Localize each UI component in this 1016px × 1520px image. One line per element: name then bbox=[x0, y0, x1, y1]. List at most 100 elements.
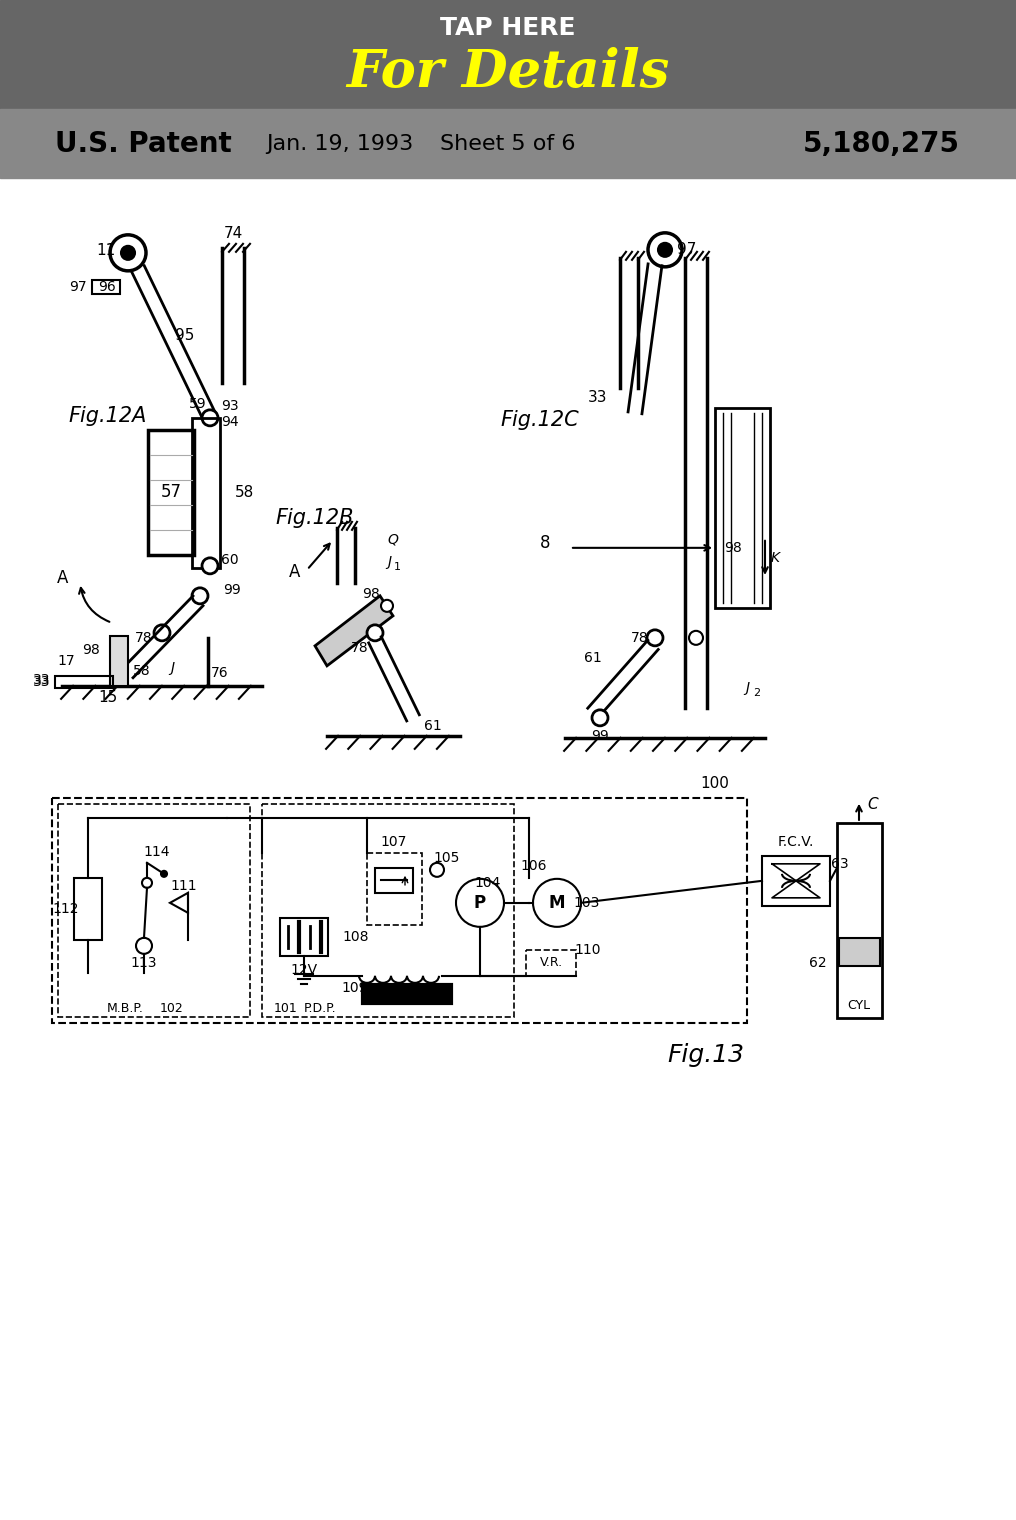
Text: 8: 8 bbox=[539, 534, 550, 552]
Text: M.B.P.: M.B.P. bbox=[107, 1002, 144, 1015]
Text: 99: 99 bbox=[224, 582, 241, 597]
Text: For Details: For Details bbox=[346, 47, 670, 97]
Circle shape bbox=[592, 710, 608, 727]
Text: 98: 98 bbox=[724, 541, 742, 555]
Text: 78: 78 bbox=[352, 641, 369, 655]
Text: 57: 57 bbox=[161, 483, 182, 502]
Circle shape bbox=[367, 625, 383, 641]
Bar bbox=[192, 418, 220, 568]
Circle shape bbox=[136, 938, 152, 955]
Text: P: P bbox=[473, 894, 486, 912]
Text: 100: 100 bbox=[700, 777, 729, 792]
Text: V.R.: V.R. bbox=[539, 956, 563, 970]
Text: 61: 61 bbox=[584, 651, 601, 664]
Bar bbox=[110, 635, 128, 686]
Circle shape bbox=[533, 879, 581, 927]
Bar bbox=[55, 676, 113, 689]
Bar bbox=[0, 109, 1016, 178]
Text: 76: 76 bbox=[211, 666, 229, 679]
Text: 1: 1 bbox=[393, 562, 400, 572]
Text: Fig.12A: Fig.12A bbox=[68, 406, 146, 426]
Bar bbox=[715, 407, 770, 608]
Bar bbox=[52, 798, 747, 1023]
Text: 17: 17 bbox=[57, 654, 75, 667]
Text: 60: 60 bbox=[221, 553, 239, 567]
Text: 101: 101 bbox=[274, 1002, 298, 1015]
Text: M: M bbox=[549, 894, 565, 912]
Circle shape bbox=[689, 631, 703, 644]
Circle shape bbox=[658, 243, 672, 257]
Text: 111: 111 bbox=[171, 879, 197, 892]
Bar bbox=[262, 804, 514, 1017]
Text: 5,180,275: 5,180,275 bbox=[803, 129, 960, 158]
Circle shape bbox=[110, 234, 146, 271]
Text: Q: Q bbox=[387, 534, 398, 547]
Text: 93: 93 bbox=[221, 398, 239, 413]
Text: 97: 97 bbox=[69, 280, 87, 293]
Text: 99: 99 bbox=[591, 728, 609, 743]
Text: 58: 58 bbox=[235, 485, 254, 500]
Circle shape bbox=[456, 879, 504, 927]
Circle shape bbox=[430, 863, 444, 877]
Circle shape bbox=[142, 879, 152, 888]
Bar bbox=[74, 879, 102, 939]
Text: K: K bbox=[770, 550, 779, 565]
Text: Fig.12B: Fig.12B bbox=[275, 508, 354, 527]
Text: 61: 61 bbox=[424, 719, 442, 733]
Text: 78: 78 bbox=[631, 631, 649, 644]
Text: 58: 58 bbox=[133, 664, 150, 678]
Text: 78: 78 bbox=[135, 631, 152, 644]
Text: 109: 109 bbox=[341, 980, 368, 994]
Bar bbox=[367, 853, 422, 924]
Polygon shape bbox=[315, 596, 393, 666]
Bar bbox=[280, 918, 328, 956]
Text: 113: 113 bbox=[131, 956, 157, 970]
Text: 11: 11 bbox=[97, 243, 116, 258]
Text: 104: 104 bbox=[474, 876, 501, 889]
Bar bbox=[92, 280, 120, 293]
Bar bbox=[0, 0, 1016, 109]
Text: J: J bbox=[170, 661, 174, 675]
Text: U.S. Patent: U.S. Patent bbox=[55, 129, 232, 158]
Circle shape bbox=[381, 600, 393, 613]
Bar bbox=[526, 950, 576, 976]
Text: Sheet 5 of 6: Sheet 5 of 6 bbox=[440, 134, 576, 154]
Text: 98: 98 bbox=[362, 587, 380, 600]
Text: 108: 108 bbox=[342, 930, 369, 944]
Text: 105: 105 bbox=[434, 851, 460, 865]
Text: P.D.P.: P.D.P. bbox=[304, 1002, 336, 1015]
Text: 103: 103 bbox=[574, 895, 600, 910]
Text: Jan. 19, 1993: Jan. 19, 1993 bbox=[266, 134, 414, 154]
Text: J: J bbox=[745, 681, 749, 695]
Text: 114: 114 bbox=[143, 845, 171, 859]
Circle shape bbox=[161, 871, 167, 877]
Text: 98: 98 bbox=[82, 643, 100, 657]
Text: 95: 95 bbox=[175, 328, 194, 344]
Bar bbox=[762, 856, 830, 906]
Text: 74: 74 bbox=[224, 226, 243, 242]
Text: 33: 33 bbox=[587, 391, 607, 406]
Text: A: A bbox=[290, 562, 301, 581]
Text: Fig.12C: Fig.12C bbox=[500, 410, 579, 430]
Text: F.C.V.: F.C.V. bbox=[778, 834, 814, 848]
Text: 94: 94 bbox=[221, 415, 239, 429]
Text: 102: 102 bbox=[161, 1002, 184, 1015]
Text: 12V: 12V bbox=[291, 962, 318, 977]
Text: CYL: CYL bbox=[847, 999, 871, 1012]
Text: C: C bbox=[868, 798, 878, 812]
Text: J: J bbox=[387, 555, 391, 568]
Text: 110: 110 bbox=[575, 942, 601, 958]
Text: A: A bbox=[57, 568, 68, 587]
Bar bbox=[58, 804, 250, 1017]
Text: TAP HERE: TAP HERE bbox=[440, 17, 576, 40]
Text: 2: 2 bbox=[753, 689, 760, 698]
Text: 33: 33 bbox=[34, 675, 51, 689]
Text: Fig.13: Fig.13 bbox=[666, 1043, 744, 1067]
Text: 59: 59 bbox=[189, 397, 207, 410]
Text: 97: 97 bbox=[678, 242, 697, 257]
Bar bbox=[148, 430, 194, 555]
Circle shape bbox=[121, 246, 135, 260]
Bar bbox=[375, 868, 412, 892]
Text: 62: 62 bbox=[810, 956, 827, 970]
Text: 63: 63 bbox=[831, 857, 848, 871]
